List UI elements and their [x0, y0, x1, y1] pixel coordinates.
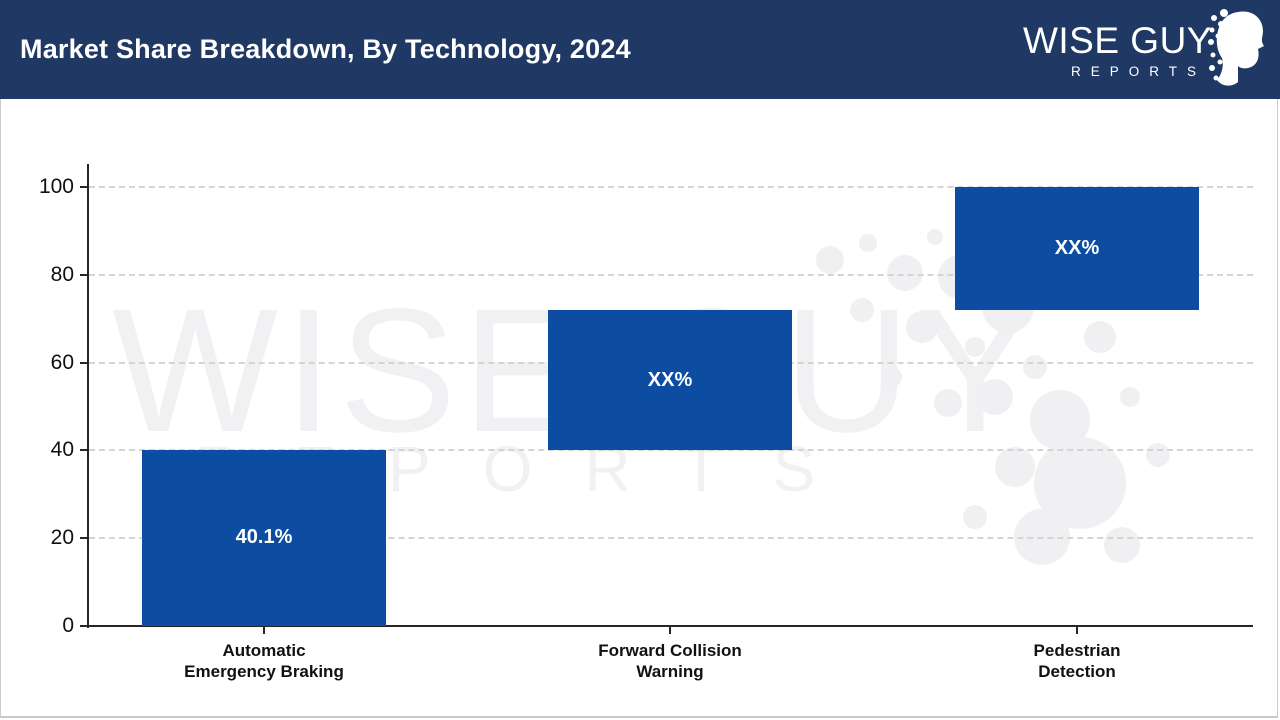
- x-tick-mark: [1076, 627, 1078, 634]
- logo-reports-label: REPORTS: [1070, 64, 1206, 79]
- y-tick-mark: [80, 537, 87, 540]
- x-category-label-line: Emergency Braking: [184, 662, 344, 681]
- x-tick-mark: [669, 627, 671, 634]
- x-tick-mark: [263, 627, 265, 634]
- y-tick-mark: [80, 273, 87, 276]
- gridline: [89, 537, 1253, 540]
- x-category-label-line: Pedestrian: [1033, 641, 1121, 660]
- bar-value-label: XX%: [647, 368, 693, 391]
- brand-logo: WISE GUY REPORTS: [1010, 0, 1280, 99]
- x-category-label-line: Automatic: [222, 641, 306, 660]
- x-category-label: Forward Collision Warning: [510, 640, 830, 682]
- y-tick-label: 100: [38, 175, 74, 198]
- y-tick-label: 40: [50, 438, 74, 462]
- logo-wordmark: WISE GUY: [1022, 20, 1212, 61]
- x-category-label-line: Warning: [636, 662, 704, 681]
- header-bar: Market Share Breakdown, By Technology, 2…: [0, 0, 1280, 99]
- bar-value-label: XX%: [1054, 237, 1100, 260]
- bar: 40.1%: [142, 449, 386, 626]
- x-category-label-line: Forward Collision: [598, 641, 742, 660]
- y-tick-label: 0: [62, 614, 74, 637]
- page-title: Market Share Breakdown, By Technology, 2…: [20, 34, 631, 64]
- x-category-label: Automatic Emergency Braking: [104, 640, 424, 682]
- y-tick-label: 60: [50, 350, 74, 374]
- bar-value-label: 40.1%: [235, 526, 293, 549]
- bar: XX%: [548, 310, 792, 450]
- x-category-label-line: Detection: [1038, 662, 1116, 681]
- y-axis-line: [87, 164, 89, 628]
- logo-head-icon: [1208, 9, 1264, 86]
- x-category-label: Pedestrian Detection: [917, 640, 1237, 682]
- y-tick-label: 80: [50, 262, 74, 286]
- bar: XX%: [955, 187, 1199, 311]
- gridline: [89, 449, 1253, 452]
- y-tick-mark: [80, 361, 87, 364]
- y-tick-mark: [80, 186, 87, 188]
- y-tick-mark: [80, 625, 87, 627]
- watermark-head-dots-icon: [816, 229, 1170, 565]
- gridline: [89, 186, 1253, 188]
- y-tick-mark: [80, 449, 87, 452]
- y-tick-label: 20: [50, 526, 74, 550]
- gridline: [89, 273, 1253, 276]
- x-axis-line: [86, 625, 1253, 627]
